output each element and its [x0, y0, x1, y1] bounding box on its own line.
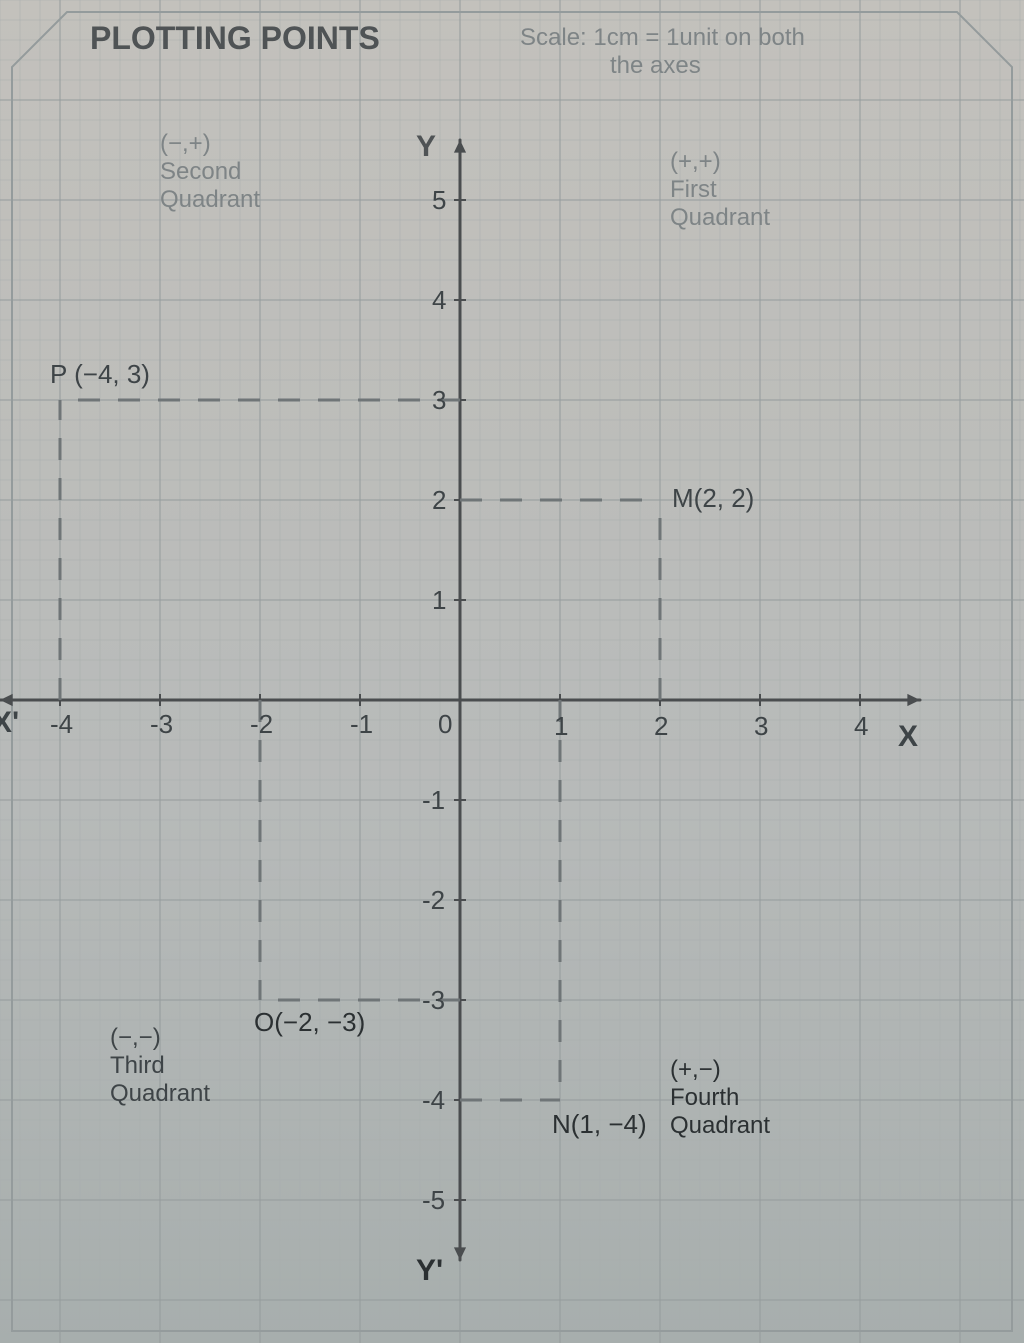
- scale-note: the axes: [610, 52, 701, 80]
- quadrant-3-name: Third: [110, 1052, 165, 1080]
- quadrant-3-signs: (−,−): [110, 1024, 161, 1052]
- quadrant-2-name: Second: [160, 158, 241, 186]
- quadrant-1-name: First: [670, 176, 717, 204]
- quadrant-3-word: Quadrant: [110, 1080, 210, 1108]
- quadrant-2-word: Quadrant: [160, 186, 260, 214]
- quadrant-4-word: Quadrant: [670, 1112, 770, 1140]
- x-tick: 3: [754, 712, 768, 742]
- y-tick: 4: [432, 286, 446, 316]
- axis-label-y: Y: [416, 130, 436, 165]
- point-M-label: M(2, 2): [672, 484, 754, 514]
- y-tick: -4: [422, 1086, 445, 1116]
- y-tick: 5: [432, 186, 446, 216]
- y-tick: -3: [422, 986, 445, 1016]
- axis-label-x: X: [898, 720, 918, 755]
- y-tick: -5: [422, 1186, 445, 1216]
- y-tick: 3: [432, 386, 446, 416]
- x-tick: 2: [654, 712, 668, 742]
- quadrant-4-name: Fourth: [670, 1084, 739, 1112]
- x-tick: -1: [350, 710, 373, 740]
- page-title: PLOTTING POINTS: [90, 20, 380, 57]
- y-tick: -1: [422, 786, 445, 816]
- scale-note: Scale: 1cm = 1unit on both: [520, 24, 805, 52]
- origin-label: 0: [438, 710, 452, 740]
- point-O-label: O(−2, −3): [254, 1008, 365, 1038]
- axis-label-y-neg: Y': [416, 1254, 443, 1289]
- quadrant-4-signs: (+,−): [670, 1056, 721, 1084]
- x-tick: 4: [854, 712, 868, 742]
- x-tick: -4: [50, 710, 73, 740]
- point-N-label: N(1, −4): [552, 1110, 647, 1140]
- x-tick: 1: [554, 712, 568, 742]
- x-tick: -3: [150, 710, 173, 740]
- y-tick: 1: [432, 586, 446, 616]
- point-P-label: P (−4, 3): [50, 360, 150, 390]
- y-tick: -2: [422, 886, 445, 916]
- y-tick: 2: [432, 486, 446, 516]
- quadrant-1-word: Quadrant: [670, 204, 770, 232]
- axis-label-x-neg: X': [0, 706, 19, 741]
- quadrant-2-signs: (−,+): [160, 130, 211, 158]
- quadrant-1-signs: (+,+): [670, 148, 721, 176]
- x-tick: -2: [250, 710, 273, 740]
